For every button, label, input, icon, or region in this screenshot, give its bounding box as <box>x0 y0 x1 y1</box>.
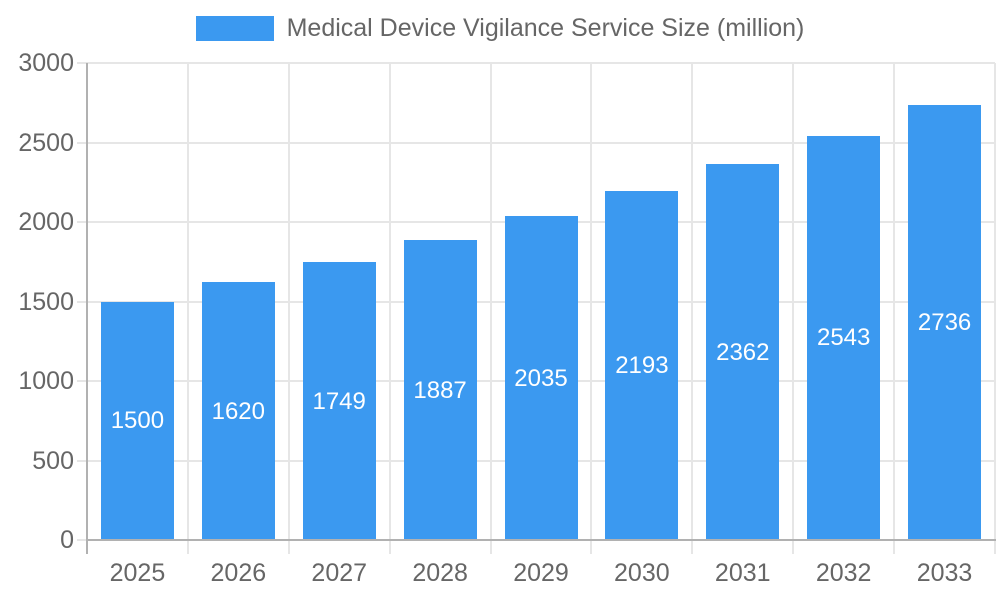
legend-color-swatch <box>195 16 274 41</box>
gridline-horizontal <box>87 62 995 64</box>
y-axis-tick <box>77 539 87 541</box>
bar-2028[interactable] <box>403 240 477 540</box>
x-tick-label: 2031 <box>714 559 771 587</box>
y-axis-tick <box>77 142 87 144</box>
y-axis-line <box>86 63 88 554</box>
gridline-vertical <box>792 63 794 554</box>
y-tick-label: 1000 <box>18 367 74 395</box>
gridline-vertical <box>691 63 693 554</box>
gridline-vertical <box>893 63 895 554</box>
y-tick-label: 2000 <box>18 208 74 236</box>
bar-2026[interactable] <box>201 282 275 540</box>
gridline-vertical <box>389 63 391 554</box>
y-tick-label: 0 <box>60 526 74 554</box>
bar-2032[interactable] <box>807 135 881 540</box>
x-tick-label: 2027 <box>311 559 368 587</box>
y-axis-tick <box>77 221 87 223</box>
bar-value-label: 1887 <box>413 376 467 404</box>
x-tick-label: 2032 <box>815 559 872 587</box>
x-axis-line <box>86 539 996 541</box>
x-tick-label: 2033 <box>916 559 973 587</box>
y-tick-label: 2500 <box>18 129 74 157</box>
y-tick-label: 1500 <box>18 288 74 316</box>
y-axis-tick <box>77 301 87 303</box>
bar-2030[interactable] <box>605 191 679 540</box>
bar-value-label: 2543 <box>816 324 871 352</box>
gridline-vertical <box>187 63 189 554</box>
y-axis-tick <box>77 460 87 462</box>
gridline-vertical <box>590 63 592 554</box>
bar-2027[interactable] <box>302 261 376 540</box>
bar-2033[interactable] <box>908 105 982 540</box>
y-axis-tick <box>77 380 87 382</box>
bar-value-label: 2362 <box>716 338 770 366</box>
x-tick-label: 2028 <box>412 559 468 587</box>
bar-value-label: 1620 <box>211 397 265 425</box>
bar-2025[interactable] <box>100 301 174 540</box>
bar-value-label: 1500 <box>110 407 165 435</box>
bar-2031[interactable] <box>706 164 780 540</box>
legend-label: Medical Device Vigilance Service Size (m… <box>286 14 805 42</box>
y-tick-label: 500 <box>32 447 74 475</box>
legend: Medical Device Vigilance Service Size (m… <box>0 14 1000 43</box>
bar-value-label: 2193 <box>615 352 669 380</box>
legend-item[interactable]: Medical Device Vigilance Service Size (m… <box>195 14 805 43</box>
x-tick-label: 2026 <box>210 559 267 587</box>
gridline-vertical <box>288 63 290 554</box>
bar-value-label: 2035 <box>514 364 568 392</box>
y-tick-label: 3000 <box>18 49 74 77</box>
gridline-vertical <box>490 63 492 554</box>
gridline-horizontal <box>87 142 995 144</box>
x-tick-label: 2029 <box>513 559 569 587</box>
bar-2029[interactable] <box>504 216 578 540</box>
y-axis-tick <box>77 62 87 64</box>
x-tick-label: 2025 <box>109 559 166 587</box>
x-tick-label: 2030 <box>614 559 670 587</box>
bar-value-label: 1749 <box>312 387 366 415</box>
bar-value-label: 2736 <box>917 309 972 336</box>
gridline-vertical <box>994 63 996 554</box>
